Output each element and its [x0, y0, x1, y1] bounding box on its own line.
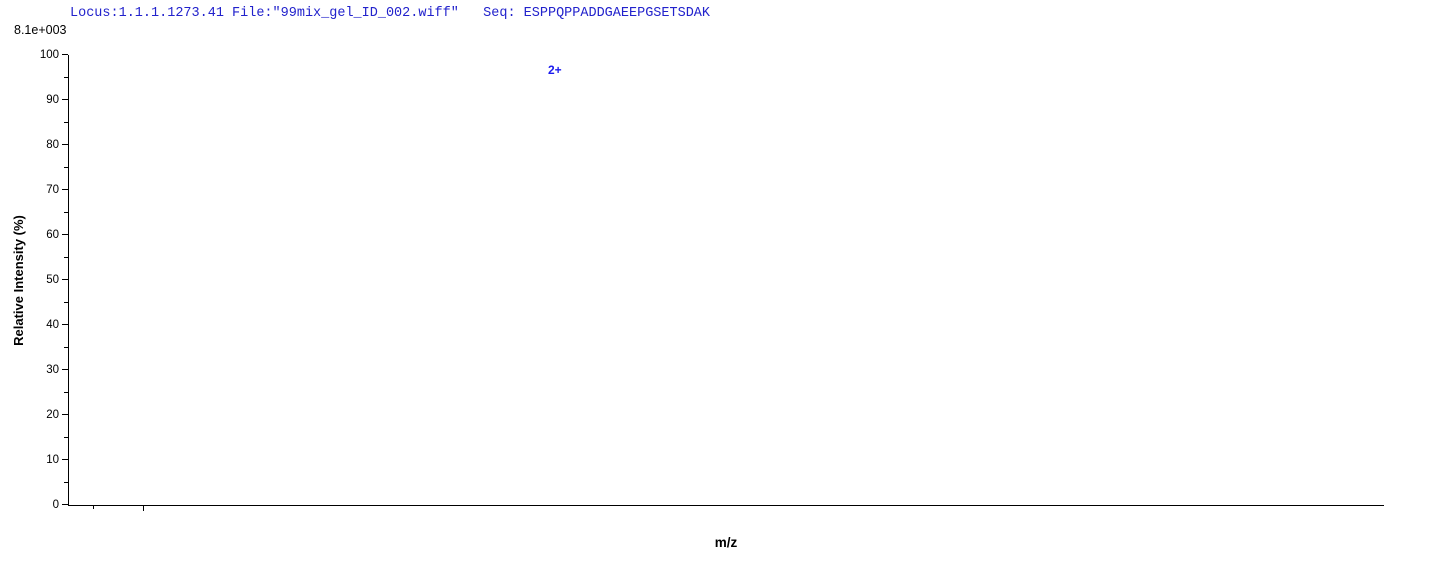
- y-tick-label: 10: [46, 454, 59, 466]
- y-tick: [64, 166, 68, 168]
- locus-file-seq-line: Locus:1.1.1.1273.41 File:"99mix_gel_ID_0…: [70, 6, 711, 21]
- y-tick: [64, 346, 68, 348]
- y-tick: [62, 189, 68, 190]
- y-tick: [64, 481, 68, 483]
- y-tick: [62, 54, 68, 55]
- y-tick: [62, 369, 68, 370]
- spectrum-header: Locus:1.1.1.1273.41 File:"99mix_gel_ID_0…: [0, 6, 1436, 28]
- y-tick-label: 100: [39, 49, 59, 61]
- y-axis-line: [68, 55, 69, 505]
- y-tick-label: 60: [46, 229, 59, 241]
- peptide-fragment-ladder: 2+: [548, 60, 1068, 122]
- y-tick: [62, 324, 68, 325]
- y-tick: [62, 279, 68, 280]
- x-axis-title: m/z: [714, 535, 738, 550]
- y-tick: [64, 391, 68, 393]
- y-tick: [64, 76, 68, 78]
- x-tick: [142, 505, 144, 511]
- y-tick: [62, 504, 68, 505]
- y-tick: [64, 436, 68, 438]
- y-tick: [64, 256, 68, 258]
- base-peak-intensity-label: 8.1e+003: [14, 23, 67, 37]
- y-tick-label: 70: [46, 184, 59, 196]
- y-tick-label: 90: [46, 94, 59, 106]
- y-tick-label: 30: [46, 364, 59, 376]
- y-tick: [64, 121, 68, 123]
- y-axis-title: Relative Intensity (%): [8, 55, 28, 505]
- y-tick-label: 20: [46, 409, 59, 421]
- precursor-charge-label: 2+: [548, 63, 562, 77]
- x-axis-line: [68, 505, 1384, 506]
- y-tick: [64, 301, 68, 303]
- x-tick: [92, 505, 94, 509]
- y-tick: [62, 99, 68, 100]
- y-tick: [62, 459, 68, 460]
- y-tick: [62, 234, 68, 235]
- y-tick-label: 80: [46, 139, 59, 151]
- y-tick-label: 0: [52, 499, 59, 511]
- y-tick: [62, 144, 68, 145]
- y-tick: [62, 414, 68, 415]
- y-tick: [64, 211, 68, 213]
- y-tick-label: 50: [46, 274, 59, 286]
- y-axis-title-text: Relative Intensity (%): [10, 214, 26, 346]
- spectrum-plot[interactable]: 0 10 20 30 40 50 60 70 80 90 100 m/z: [40, 49, 1384, 550]
- y-tick-label: 40: [46, 319, 59, 331]
